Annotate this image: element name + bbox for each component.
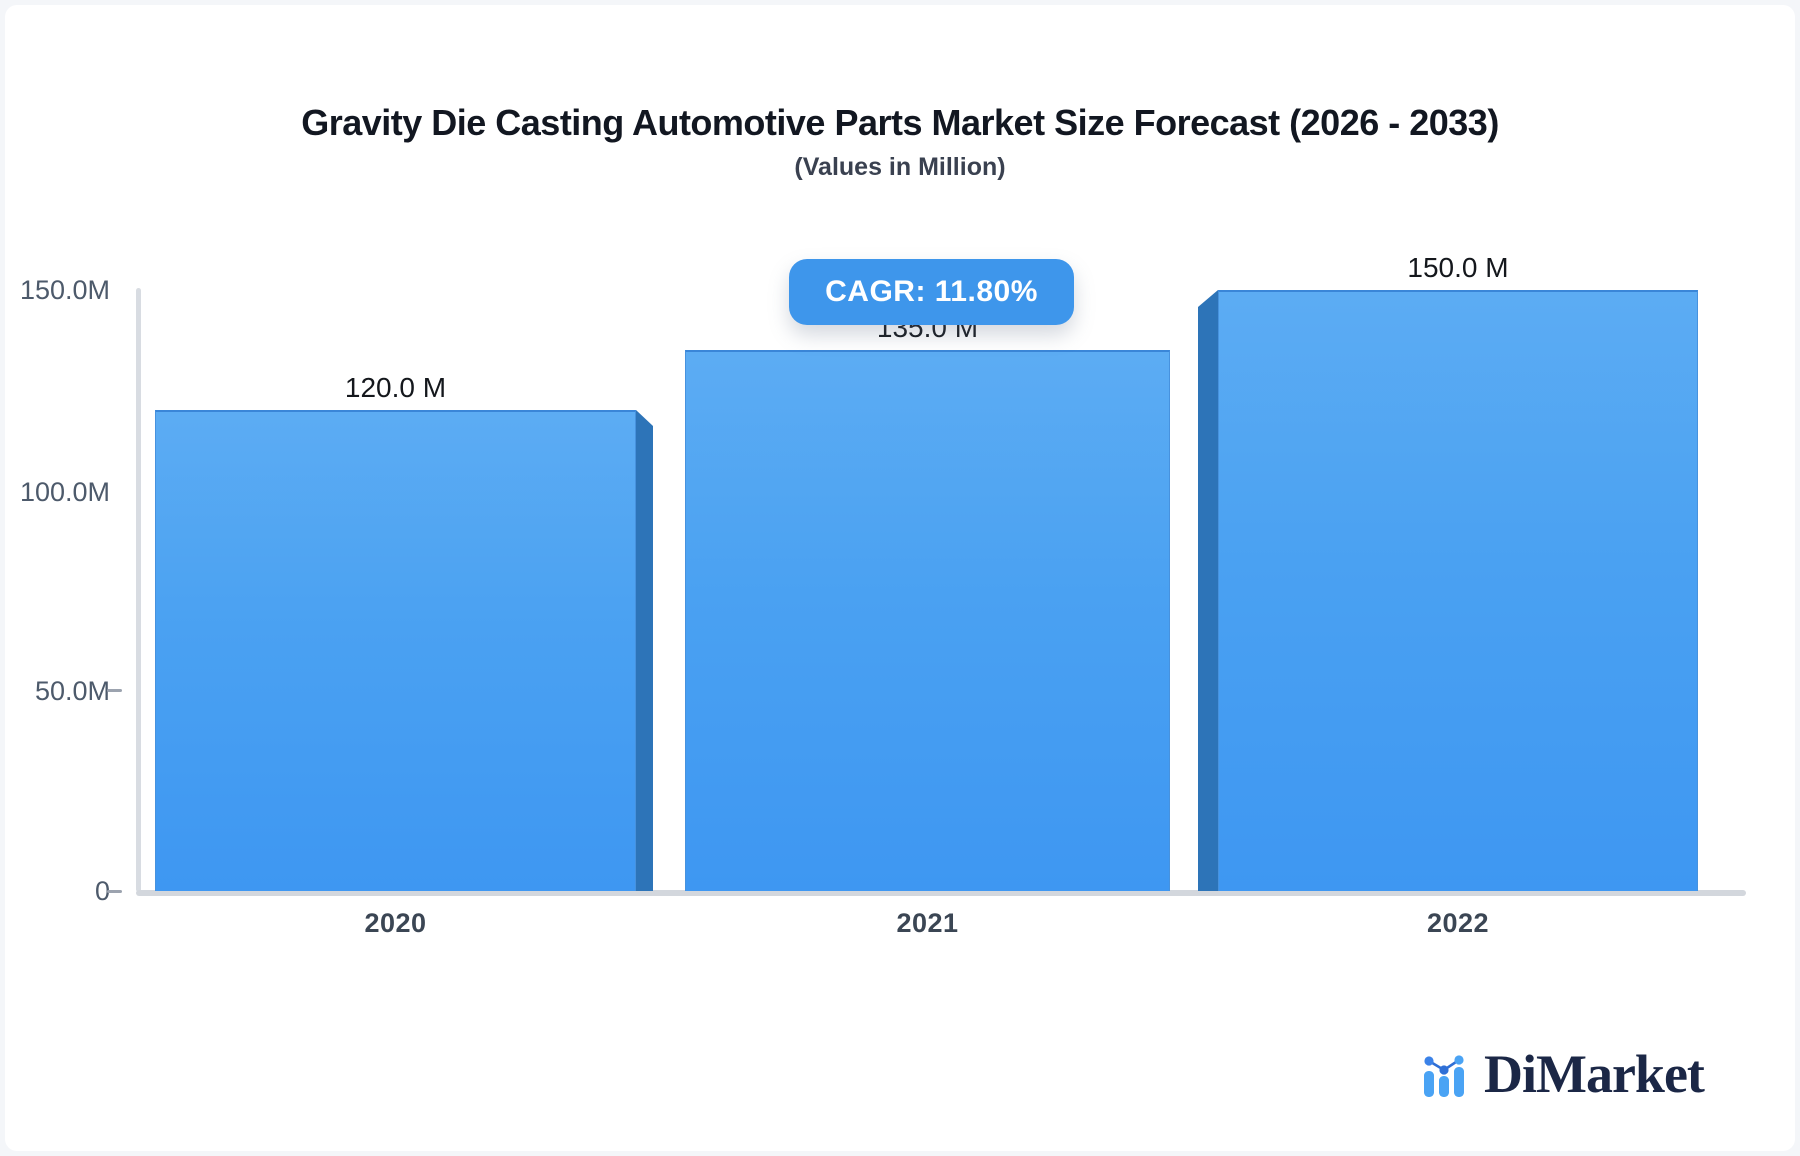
y-tick-mark-50 (107, 689, 122, 692)
bar-face (685, 350, 1170, 891)
logo-text: DiMarket (1484, 1044, 1705, 1104)
x-axis-label-2021: 2021 (896, 908, 959, 938)
y-axis-line (136, 288, 141, 892)
bar-2020: 120.0 M (155, 372, 653, 891)
bar-2021: 135.0 M (685, 312, 1170, 891)
bar-3d-side (1198, 290, 1218, 891)
y-tick-label-50: 50.0M (34, 676, 110, 706)
y-tick-label-0: 0 (94, 876, 110, 906)
x-axis-line (136, 890, 1746, 896)
cagr-badge: CAGR: 11.80% (789, 259, 1074, 325)
bar-line-chart-icon (1424, 1055, 1464, 1097)
x-axis-label-2022: 2022 (1426, 908, 1490, 938)
bar-3d-side (636, 410, 653, 891)
x-axis-label-2020: 2020 (364, 908, 427, 938)
y-tick-label-100: 100.0M (19, 477, 110, 507)
y-tick-mark-0 (107, 890, 122, 893)
bar-face (155, 410, 636, 891)
chart-subtitle: (Values in Million) (794, 153, 1006, 181)
y-tick-label-150: 150.0M (19, 275, 110, 305)
bar-value-label: 120.0 M (344, 372, 447, 403)
bar-2022: 150.0 M (1198, 252, 1698, 891)
chart-title: Gravity Die Casting Automotive Parts Mar… (301, 102, 1499, 143)
chart-card: Gravity Die Casting Automotive Parts Mar… (5, 5, 1795, 1151)
bar-value-label: 150.0 M (1407, 252, 1509, 283)
bar-face (1218, 290, 1698, 891)
